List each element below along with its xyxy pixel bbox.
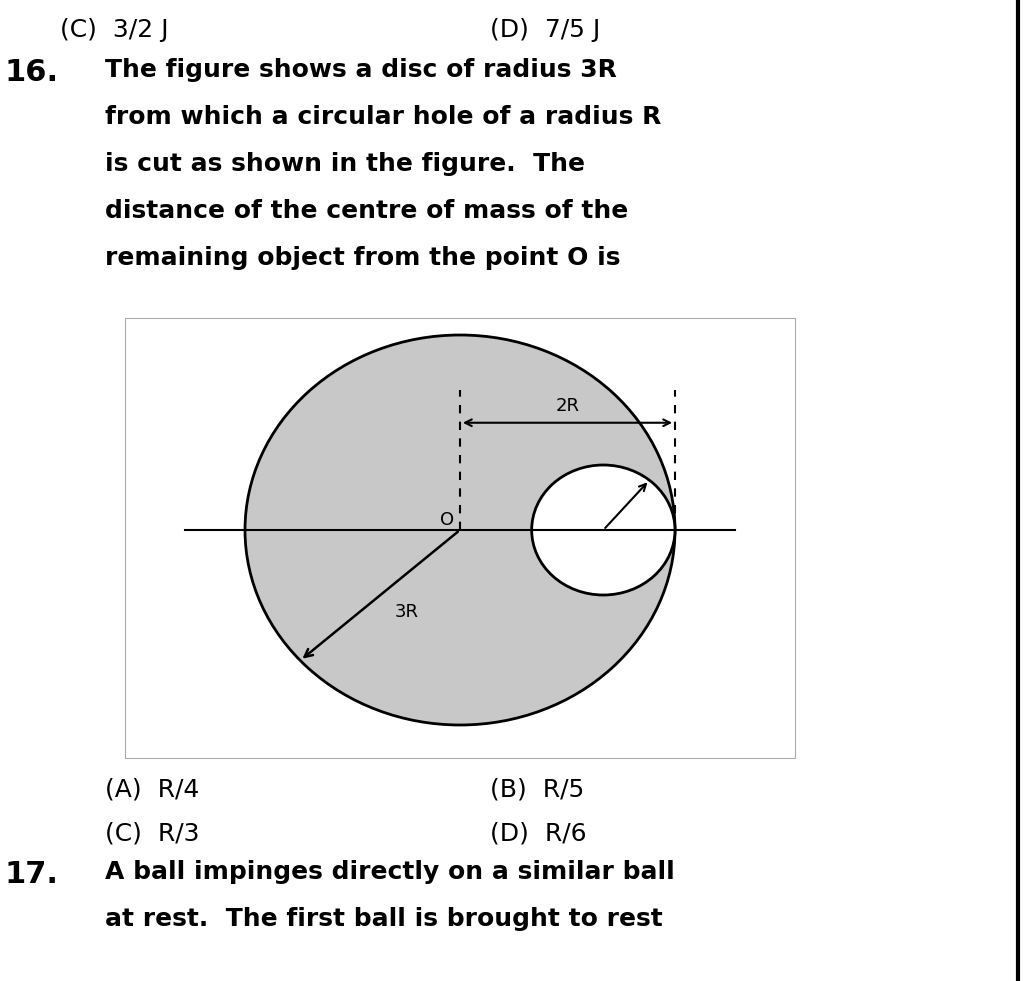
Text: 3R: 3R [395,603,419,621]
Text: (D)  R/6: (D) R/6 [490,822,587,846]
Text: remaining object from the point O is: remaining object from the point O is [105,246,621,270]
Text: is cut as shown in the figure.  The: is cut as shown in the figure. The [105,152,585,176]
Text: from which a circular hole of a radius R: from which a circular hole of a radius R [105,105,662,129]
Text: 2R: 2R [555,396,580,415]
Text: (A)  R/4: (A) R/4 [105,778,200,802]
Text: distance of the centre of mass of the: distance of the centre of mass of the [105,199,629,223]
Text: O: O [440,511,454,529]
Text: (C)  3/2 J: (C) 3/2 J [60,18,169,42]
Text: (C)  R/3: (C) R/3 [105,822,200,846]
Text: (B)  R/5: (B) R/5 [490,778,585,802]
Text: The figure shows a disc of radius 3R: The figure shows a disc of radius 3R [105,58,616,82]
Text: at rest.  The first ball is brought to rest: at rest. The first ball is brought to re… [105,907,663,931]
Ellipse shape [531,465,675,595]
Ellipse shape [245,335,675,725]
Bar [125,318,795,758]
Text: 16.: 16. [5,58,59,87]
Text: A ball impinges directly on a similar ball: A ball impinges directly on a similar ba… [105,860,675,884]
Text: 17.: 17. [5,860,59,889]
Text: (D)  7/5 J: (D) 7/5 J [490,18,600,42]
